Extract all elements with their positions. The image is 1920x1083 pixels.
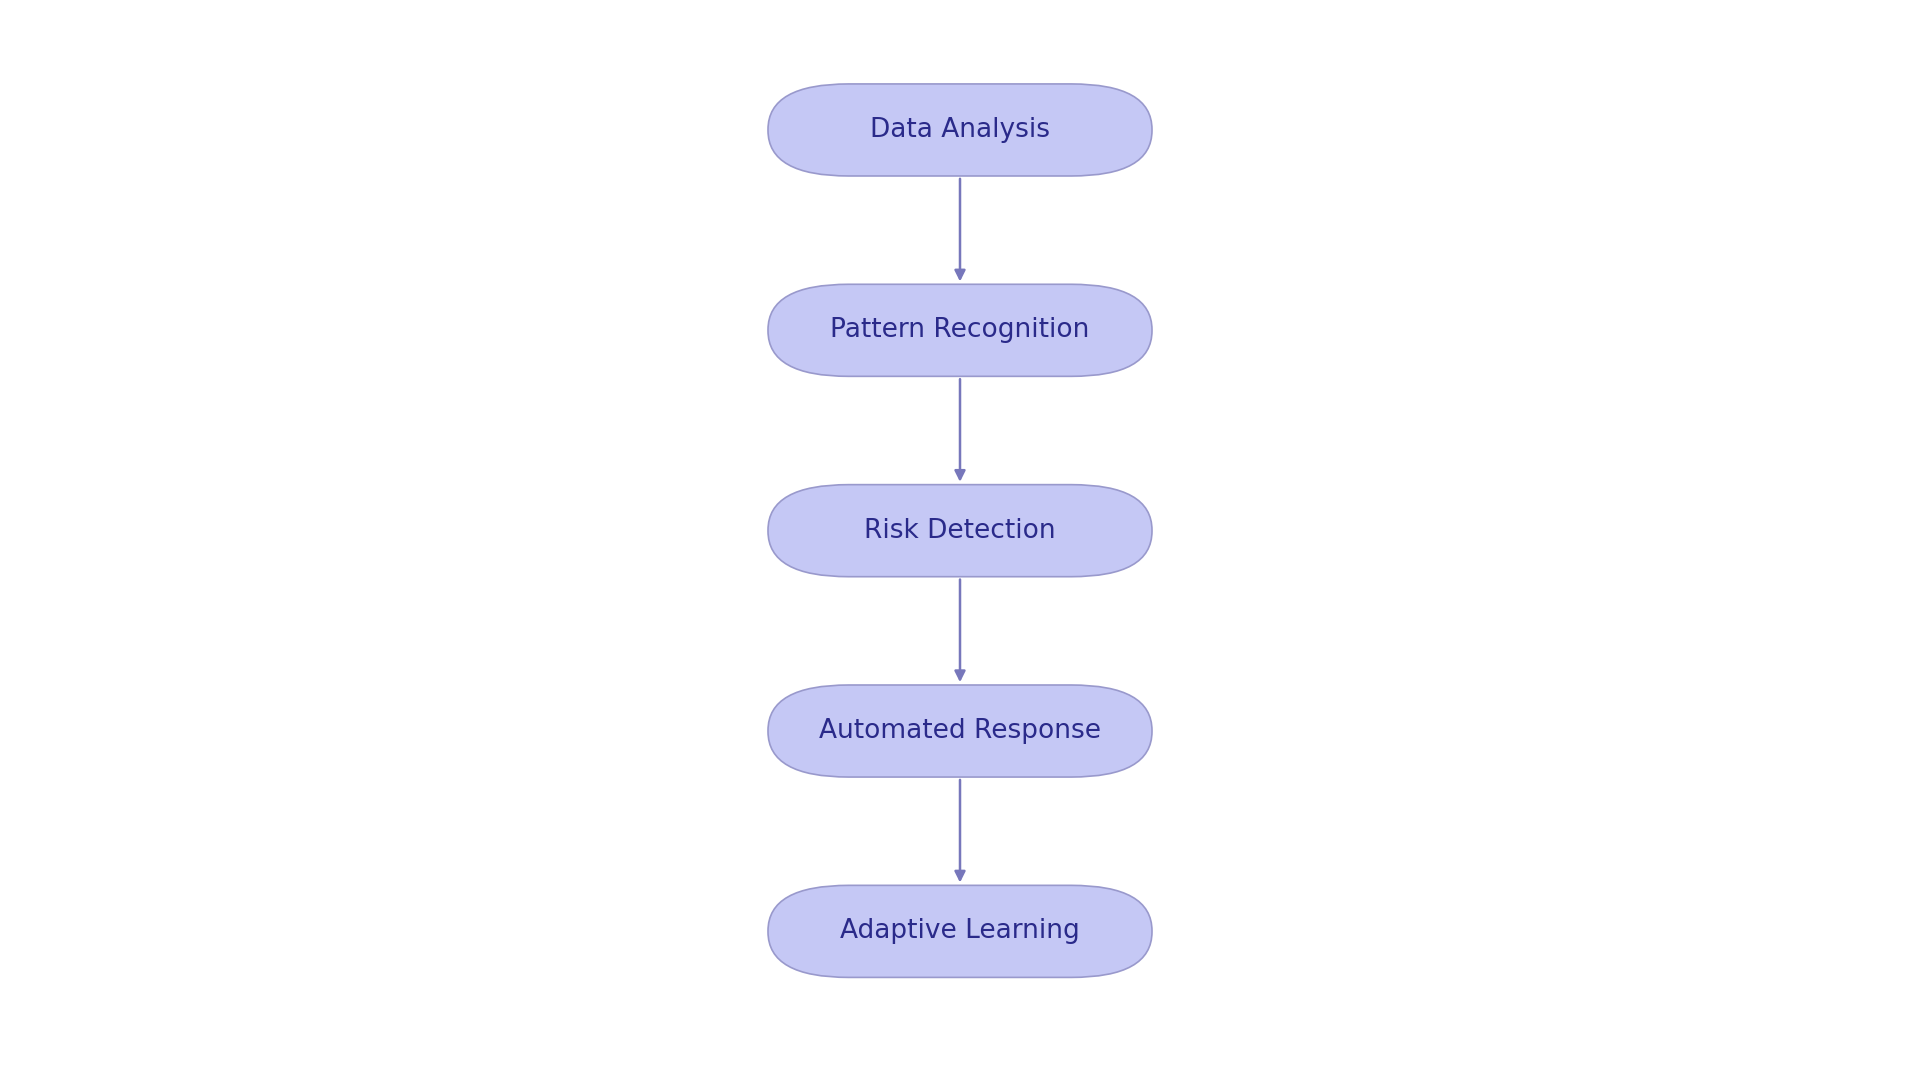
FancyBboxPatch shape [768,284,1152,376]
Text: Pattern Recognition: Pattern Recognition [829,317,1091,343]
Text: Adaptive Learning: Adaptive Learning [841,918,1079,944]
FancyBboxPatch shape [768,485,1152,576]
FancyBboxPatch shape [768,886,1152,977]
FancyBboxPatch shape [768,684,1152,777]
FancyBboxPatch shape [768,84,1152,175]
Text: Data Analysis: Data Analysis [870,117,1050,143]
Text: Automated Response: Automated Response [820,718,1100,744]
Text: Risk Detection: Risk Detection [864,518,1056,544]
